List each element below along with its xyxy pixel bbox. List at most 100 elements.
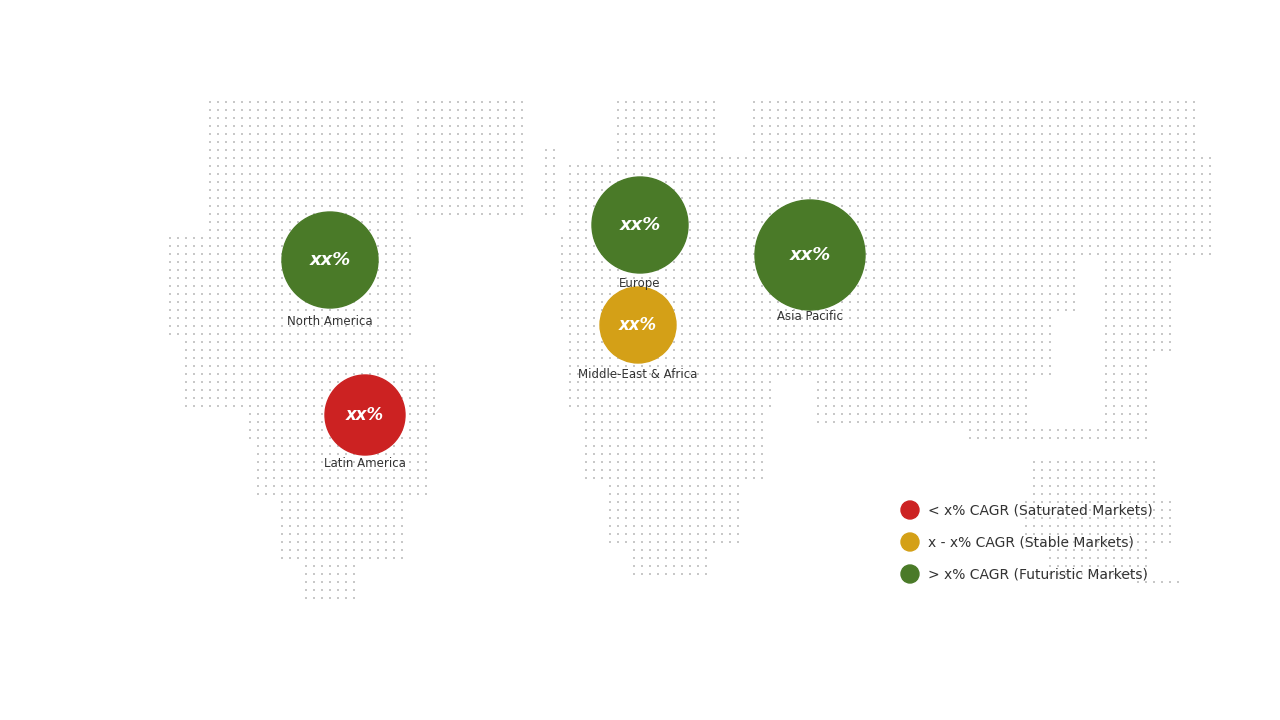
Point (719, 224, 740, 235)
Point (1184, 192, 1204, 204)
Point (303, 576, 324, 588)
Point (1152, 128, 1172, 140)
Point (904, 161, 924, 172)
Point (632, 216, 653, 228)
Point (719, 464, 740, 476)
Point (696, 200, 717, 212)
Point (840, 176, 860, 188)
Point (832, 377, 852, 388)
Point (576, 408, 596, 420)
Point (1000, 112, 1020, 124)
Point (335, 248, 356, 260)
Point (1160, 328, 1180, 340)
Point (872, 312, 892, 324)
Point (704, 408, 724, 420)
Point (1128, 368, 1148, 379)
Point (896, 272, 916, 284)
Point (392, 216, 412, 228)
Point (271, 312, 292, 324)
Point (800, 161, 820, 172)
Point (751, 128, 772, 140)
Point (303, 392, 324, 404)
Point (376, 368, 397, 379)
Point (648, 344, 668, 356)
Point (847, 168, 868, 180)
Point (600, 216, 621, 228)
Point (392, 377, 412, 388)
Point (1056, 112, 1076, 124)
Point (248, 432, 269, 444)
Point (904, 392, 924, 404)
Point (408, 456, 429, 468)
Point (1016, 104, 1037, 116)
Point (864, 161, 884, 172)
Point (751, 120, 772, 132)
Point (968, 224, 988, 235)
Point (344, 161, 365, 172)
Point (352, 120, 372, 132)
Point (1032, 216, 1052, 228)
Point (640, 288, 660, 300)
Point (968, 233, 988, 244)
Point (344, 216, 365, 228)
Point (312, 336, 333, 348)
Point (687, 136, 708, 148)
Point (704, 305, 724, 316)
Text: Europe: Europe (620, 277, 660, 290)
Point (328, 296, 348, 307)
Point (847, 233, 868, 244)
Point (559, 208, 580, 220)
Point (312, 328, 333, 340)
Point (352, 184, 372, 196)
Point (192, 240, 212, 252)
Point (424, 384, 444, 396)
Point (751, 344, 772, 356)
Point (335, 576, 356, 588)
Point (256, 312, 276, 324)
Point (207, 384, 228, 396)
Point (328, 384, 348, 396)
Point (488, 184, 508, 196)
Point (872, 336, 892, 348)
Point (303, 256, 324, 268)
Point (832, 256, 852, 268)
Point (1056, 456, 1076, 468)
Point (1071, 424, 1092, 436)
Point (960, 305, 980, 316)
Point (728, 184, 749, 196)
Point (584, 368, 604, 379)
Point (680, 312, 700, 324)
Point (616, 360, 636, 372)
Point (376, 192, 397, 204)
Point (1096, 280, 1116, 292)
Point (1016, 96, 1037, 108)
Point (431, 208, 452, 220)
Point (952, 377, 973, 388)
Point (1007, 368, 1028, 379)
Point (719, 400, 740, 412)
Point (608, 168, 628, 180)
Point (296, 456, 316, 468)
Point (736, 377, 756, 388)
Point (992, 305, 1012, 316)
Point (664, 377, 685, 388)
Point (632, 464, 653, 476)
Point (1135, 472, 1156, 484)
Point (1007, 360, 1028, 372)
Point (591, 224, 612, 235)
Point (736, 192, 756, 204)
Point (704, 136, 724, 148)
Point (1007, 424, 1028, 436)
Point (904, 400, 924, 412)
Point (1096, 512, 1116, 523)
Point (655, 240, 676, 252)
Point (207, 280, 228, 292)
Point (943, 344, 964, 356)
Point (288, 456, 308, 468)
Point (1096, 176, 1116, 188)
Point (943, 272, 964, 284)
Point (392, 360, 412, 372)
Point (696, 248, 717, 260)
Point (335, 344, 356, 356)
Point (623, 288, 644, 300)
